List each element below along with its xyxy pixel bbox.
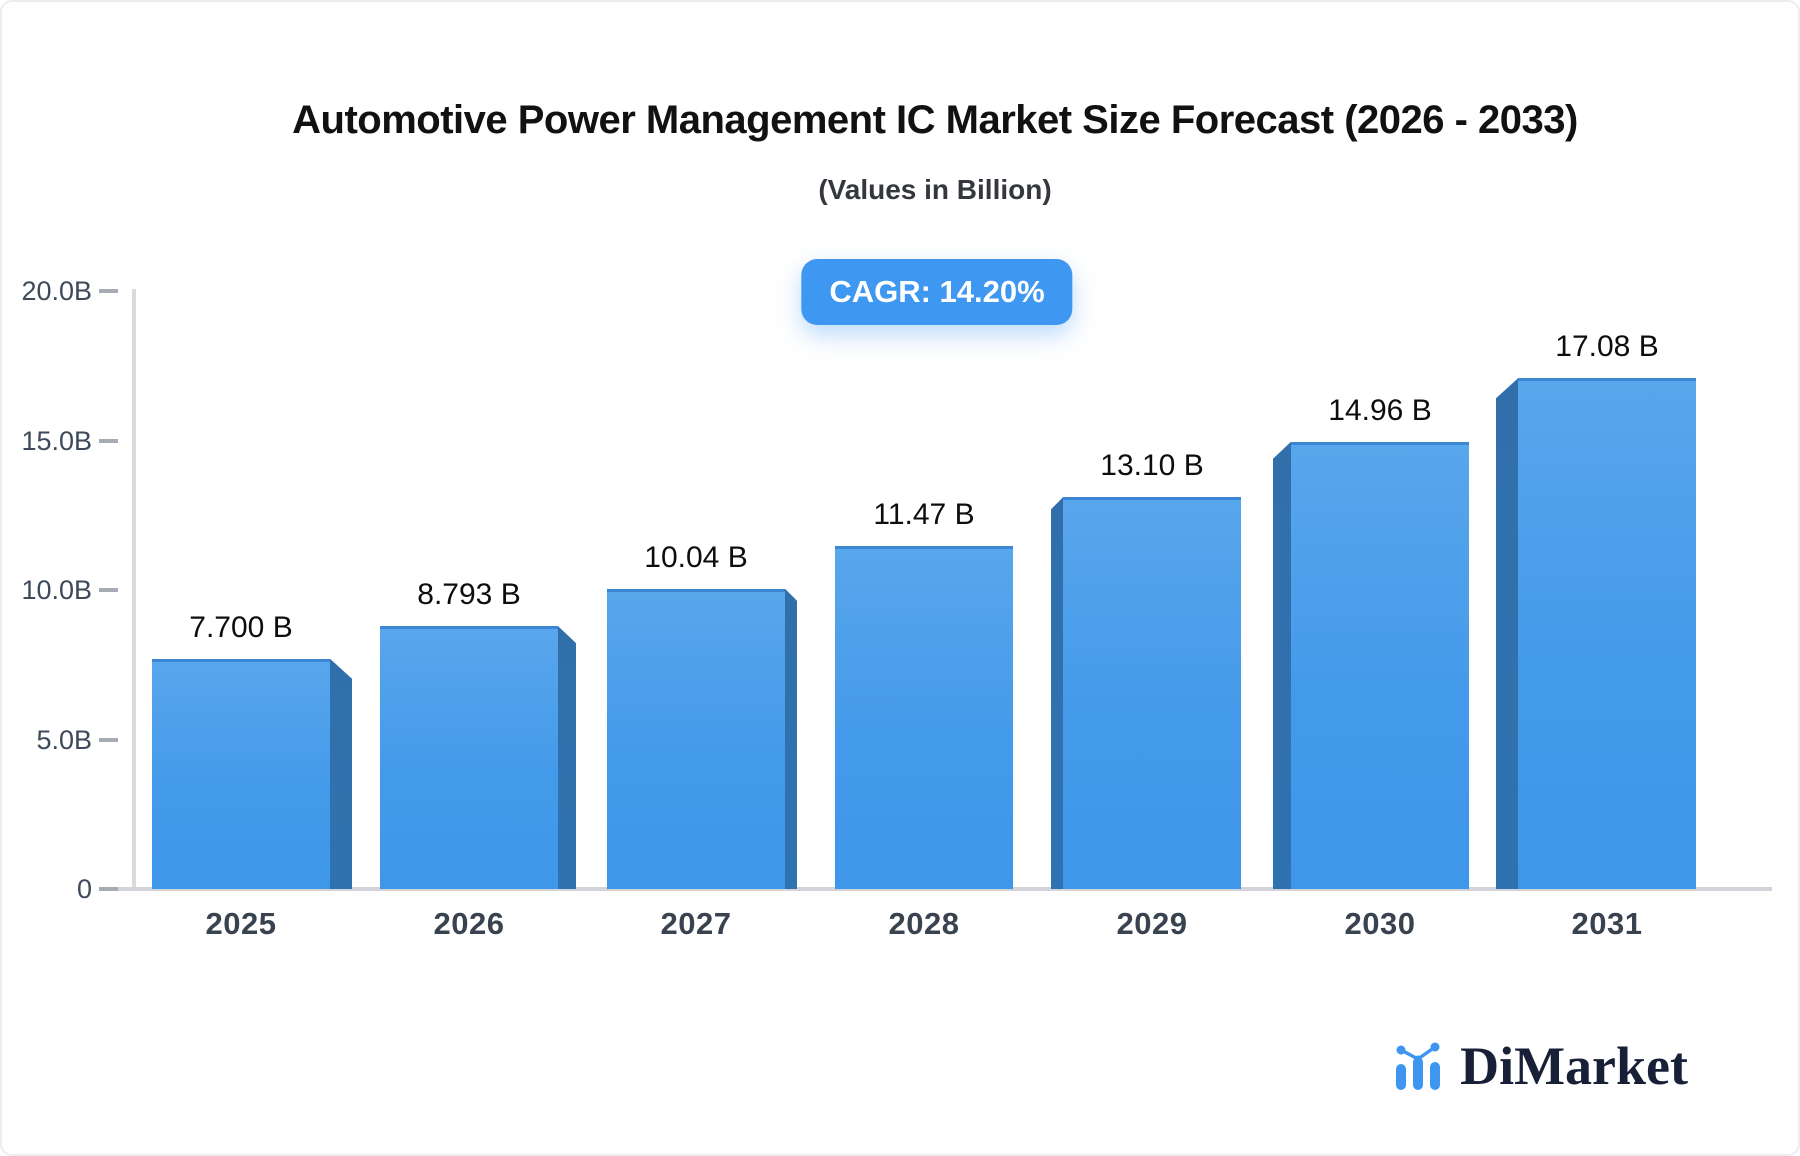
y-axis-tick — [99, 737, 118, 742]
bar-chart-icon — [1392, 1038, 1446, 1094]
y-axis-tick-label: 10.0B — [21, 575, 92, 605]
chart-title: Automotive Power Management IC Market Si… — [292, 98, 1578, 142]
y-axis-tick — [99, 887, 118, 891]
bar-2031 — [1518, 378, 1696, 889]
bar-2027 — [607, 588, 785, 889]
bar-value-label: 7.700 B — [189, 610, 293, 644]
bar-3d-side — [785, 588, 797, 889]
bar-value-label: 8.793 B — [417, 578, 521, 612]
y-axis-line — [132, 289, 136, 889]
x-axis-label-2025: 2025 — [205, 906, 277, 941]
bar-2029 — [1063, 497, 1241, 889]
x-axis-label-2027: 2027 — [660, 906, 732, 941]
x-axis-label-2031: 2031 — [1571, 906, 1643, 941]
y-axis-tick-label: 20.0B — [21, 276, 92, 306]
bar-value-label: 11.47 B — [873, 498, 975, 532]
x-axis-label-2028: 2028 — [888, 906, 960, 941]
y-axis-tick — [99, 588, 118, 592]
bar-value-label: 10.04 B — [644, 540, 748, 574]
bar-3d-side — [330, 658, 352, 889]
brand-logo: DiMarket — [1392, 1035, 1688, 1097]
bar-value-label: 17.08 B — [1555, 330, 1659, 364]
bar-3d-side — [1273, 441, 1291, 889]
bar-2028 — [835, 546, 1013, 889]
bar-3d-side — [558, 626, 576, 889]
x-axis-baseline — [114, 887, 1772, 891]
logo-text: DiMarket — [1460, 1036, 1688, 1096]
bar-3d-side — [1496, 378, 1518, 889]
bar-value-label: 14.96 B — [1328, 393, 1432, 427]
x-axis-label-2026: 2026 — [433, 906, 505, 941]
bar-2025 — [152, 658, 330, 889]
x-axis-label-2030: 2030 — [1344, 906, 1416, 941]
y-axis-tick-label: 0 — [76, 874, 92, 904]
y-axis-tick-label: 5.0B — [36, 724, 92, 755]
y-axis-tick-label: 15.0B — [21, 425, 92, 456]
chart-subtitle: (Values in Billion) — [818, 174, 1052, 205]
y-axis-tick — [99, 438, 118, 443]
bar-2026 — [380, 626, 558, 889]
x-axis-label-2029: 2029 — [1116, 906, 1188, 941]
bar-3d-side — [1051, 497, 1063, 889]
y-axis-tick — [99, 289, 118, 293]
bar-2030 — [1291, 441, 1469, 889]
bar-value-label: 13.10 B — [1100, 449, 1204, 483]
cagr-badge: CAGR: 14.20% — [801, 259, 1073, 325]
